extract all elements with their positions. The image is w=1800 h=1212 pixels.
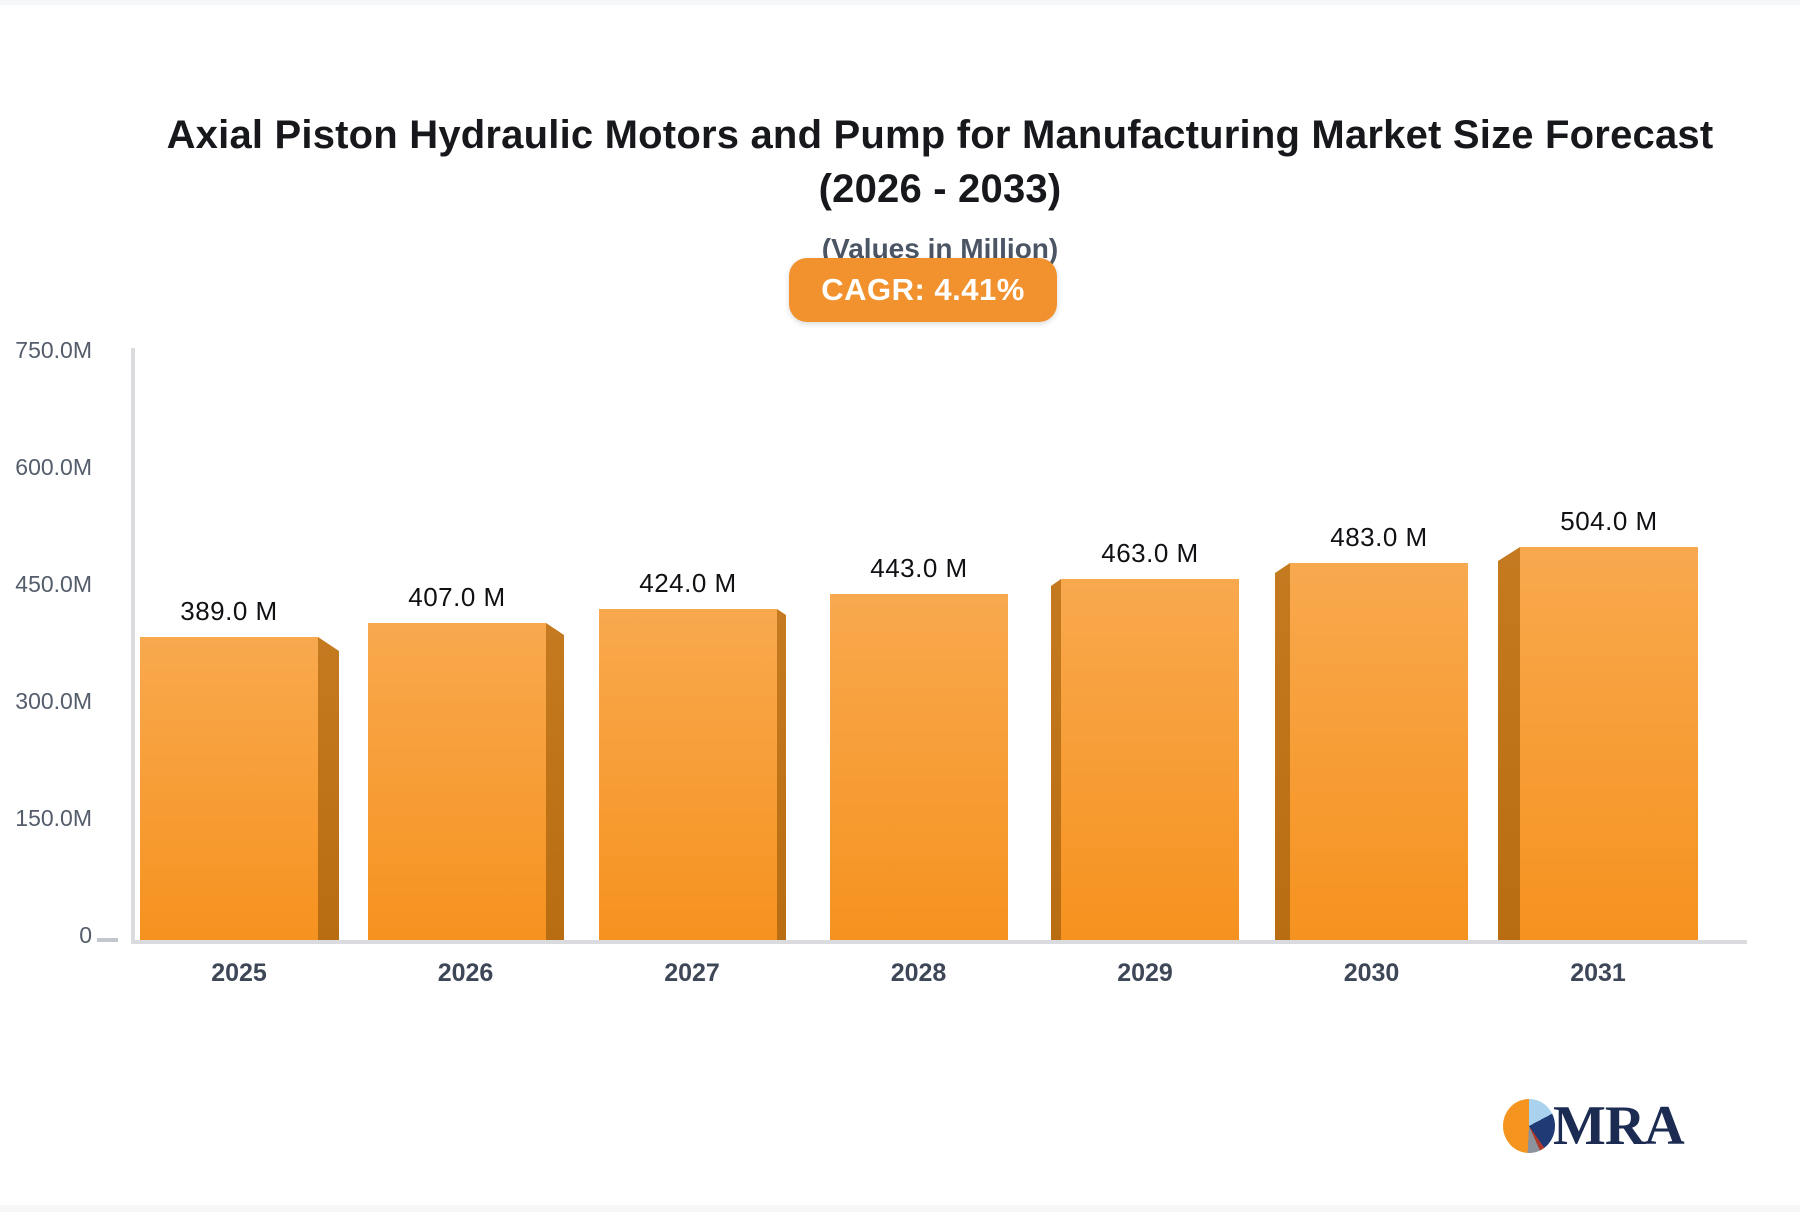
y-axis-tick-label: 0 xyxy=(79,922,92,948)
x-axis-tick-label: 2027 xyxy=(664,959,720,987)
bar xyxy=(1520,547,1698,940)
pie-chart-logo-icon xyxy=(1503,1099,1555,1153)
bar xyxy=(1290,563,1468,940)
bar-side-face xyxy=(318,637,339,940)
y-axis-tick-label: 450.0M xyxy=(15,571,92,597)
bar-value-label: 407.0 M xyxy=(408,582,506,612)
bar-value-label: 424.0 M xyxy=(639,568,737,598)
y-axis-tick-label: 150.0M xyxy=(15,805,92,831)
chart-header: Axial Piston Hydraulic Motors and Pump f… xyxy=(60,108,1800,268)
chart-title-line2: (2026 - 2033) xyxy=(818,167,1062,211)
bar xyxy=(830,594,1008,940)
x-axis-tick-label: 2028 xyxy=(890,959,947,987)
x-axis-tick-label: 2031 xyxy=(1570,959,1626,987)
zero-tick-dash xyxy=(97,938,118,942)
brand-logo: MRA xyxy=(1503,1094,1685,1158)
y-axis-tick-label: 600.0M xyxy=(15,454,92,480)
x-axis-tick-label: 2026 xyxy=(437,959,494,987)
bar-side-face xyxy=(1051,579,1061,940)
bar-side-face xyxy=(1498,547,1520,940)
bar-side-face xyxy=(777,609,786,940)
bottom-edge-band xyxy=(0,1205,1800,1212)
bar xyxy=(1061,579,1239,940)
cagr-badge-label: CAGR: 4.41% xyxy=(821,272,1025,307)
bar-side-face xyxy=(546,623,564,940)
bar xyxy=(599,609,777,940)
bar-value-label: 483.0 M xyxy=(1330,522,1428,552)
x-axis-tick-label: 2030 xyxy=(1343,959,1400,987)
top-edge-band xyxy=(0,0,1800,5)
bar-value-label: 389.0 M xyxy=(180,596,278,626)
brand-logo-text: MRA xyxy=(1553,1095,1685,1157)
bar xyxy=(368,623,546,940)
bar-side-face xyxy=(1275,563,1290,940)
cagr-badge: CAGR: 4.41% xyxy=(789,258,1057,322)
y-axis-tick-label: 300.0M xyxy=(15,688,92,714)
bar-value-label: 463.0 M xyxy=(1101,538,1199,568)
bar xyxy=(140,637,318,940)
chart-title-line1: Axial Piston Hydraulic Motors and Pump f… xyxy=(166,113,1714,157)
y-axis-line xyxy=(131,348,135,944)
x-axis-tick-label: 2029 xyxy=(1117,959,1173,987)
y-axis-tick-label: 750.0M xyxy=(15,337,92,363)
bar-value-label: 504.0 M xyxy=(1560,506,1658,536)
x-axis-tick-label: 2025 xyxy=(211,959,267,987)
x-axis-line xyxy=(131,940,1747,944)
chart-title: Axial Piston Hydraulic Motors and Pump f… xyxy=(60,108,1800,216)
bar-value-label: 443.0 M xyxy=(870,553,968,583)
